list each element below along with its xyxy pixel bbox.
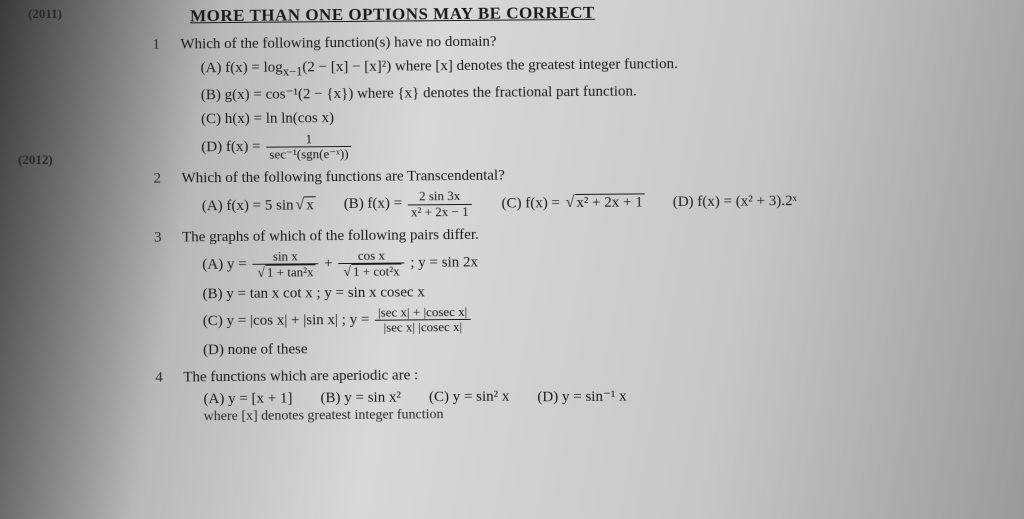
option-c: (C) y = sin² x: [429, 389, 510, 407]
option-b: (B) f(x) = 2 sin 3xx² + 2x − 1: [344, 189, 474, 220]
question-2: 2 Which of the following functions are T…: [181, 164, 985, 222]
question-text: Which of the following function(s) have …: [180, 29, 984, 53]
option-b: (B) y = sin x²: [320, 390, 401, 408]
option-a: (A) f(x) = 5 sinx: [202, 196, 316, 215]
option-d: (D) y = sin⁻¹ x: [537, 387, 626, 407]
question-text: The functions which are aperiodic are :: [183, 363, 987, 387]
question-number: 3: [154, 230, 162, 247]
option-d: (D) f(x) = 1sec⁻¹(sgn(e⁻ˣ)): [201, 126, 985, 162]
question-text: The graphs of which of the following pai…: [182, 222, 986, 246]
option-d: (D) none of these: [203, 332, 987, 361]
option-a: (A) y = [x + 1]: [203, 391, 292, 409]
option-c: (C) f(x) = x² + 2x + 1: [501, 194, 644, 213]
section-header: MORE THAN ONE OPTIONS MAY BE CORRECT: [190, 0, 984, 26]
question-number: 4: [155, 370, 163, 387]
question-number: 2: [153, 171, 161, 188]
question-1: 1 Which of the following function(s) hav…: [180, 29, 985, 162]
question-text: Which of the following functions are Tra…: [181, 164, 985, 188]
question-number: 1: [152, 37, 160, 54]
option-d: (D) f(x) = (x² + 3).2ˣ: [673, 193, 797, 211]
option-c: (C) y = |cos x| + |sin x| ; y = |sec x| …: [203, 300, 987, 336]
question-3: 3 The graphs of which of the following p…: [182, 222, 987, 361]
question-4: 4 The functions which are aperiodic are …: [183, 363, 987, 426]
option-a: (A) y = sin x1 + tan²x + cos x1 + cot²x …: [202, 243, 986, 280]
